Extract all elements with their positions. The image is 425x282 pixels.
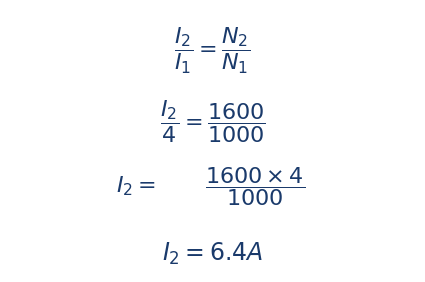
Text: $\mathit{I}_2 = 6.4\mathit{A}$: $\mathit{I}_2 = 6.4\mathit{A}$ — [162, 241, 263, 267]
Text: $\dfrac{1600 \times 4}{1000}$: $\dfrac{1600 \times 4}{1000}$ — [205, 165, 305, 208]
Text: $\dfrac{\mathit{I}_2}{4} = \dfrac{1600}{1000}$: $\dfrac{\mathit{I}_2}{4} = \dfrac{1600}{… — [160, 98, 265, 145]
Text: $\mathit{I}_2 =$: $\mathit{I}_2 =$ — [116, 174, 156, 198]
Text: $\dfrac{\mathit{I}_2}{\mathit{I}_1} = \dfrac{\mathit{N}_2}{\mathit{N}_1}$: $\dfrac{\mathit{I}_2}{\mathit{I}_1} = \d… — [174, 26, 251, 76]
